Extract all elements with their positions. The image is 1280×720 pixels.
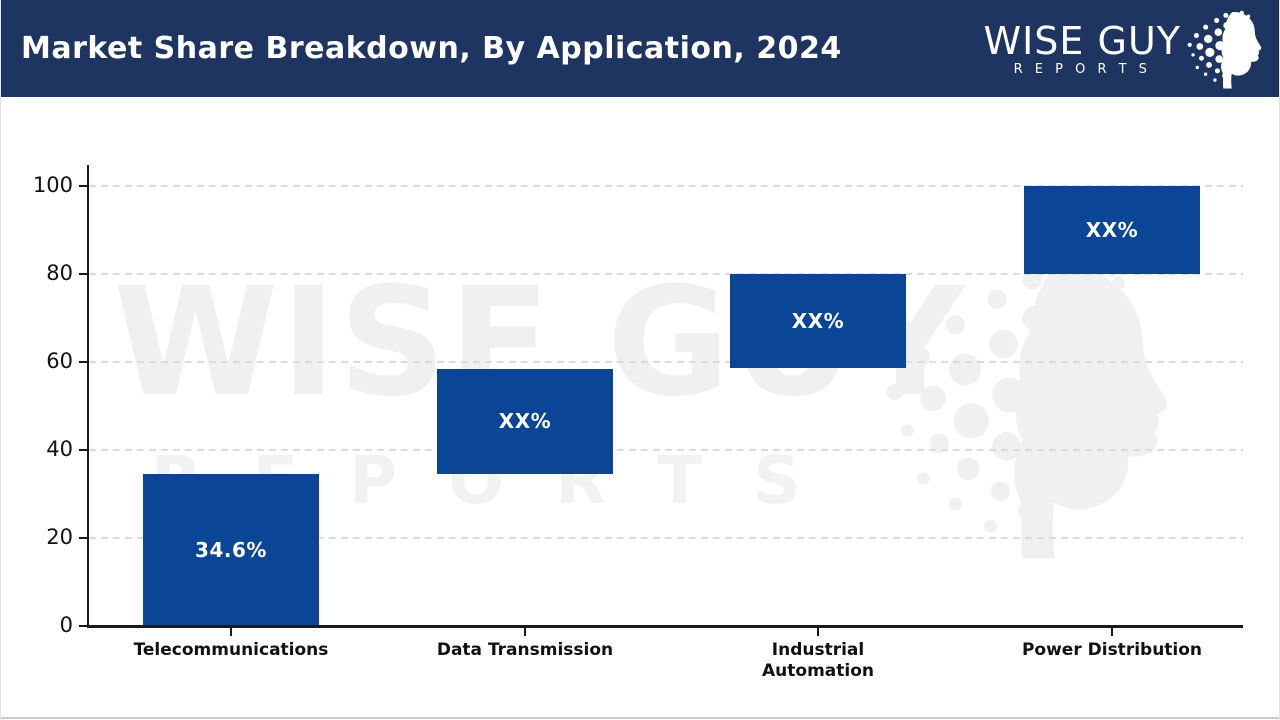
chart-title: Market Share Breakdown, By Application, …: [21, 31, 842, 66]
bar-value-label: 34.6%: [195, 537, 267, 562]
gridline: [89, 361, 1243, 363]
y-tick-mark: [79, 537, 87, 539]
y-tick-label: 40: [46, 437, 73, 461]
logo-reports-label: R E P O R T S: [1013, 62, 1151, 77]
x-axis-category-label: Data Transmission: [436, 640, 614, 660]
bar-segment: XX%: [730, 274, 906, 368]
y-tick-mark: [79, 625, 87, 627]
x-tick-mark: [230, 628, 232, 636]
footer-divider: [1, 717, 1279, 719]
bar-segment: XX%: [437, 368, 613, 474]
gridline: [89, 449, 1243, 451]
gridline: [89, 273, 1243, 275]
gridline: [89, 185, 1243, 187]
wiseguy-reports-logo: WISE GUY R E P O R T S: [984, 6, 1267, 92]
y-tick-mark: [79, 449, 87, 451]
x-axis-line: [87, 625, 1243, 628]
logo-head-icon: [1183, 7, 1267, 91]
y-tick-mark: [79, 273, 87, 275]
y-tick-mark: [79, 185, 87, 187]
y-tick-label: 0: [59, 613, 73, 637]
logo-text: WISE GUY R E P O R T S: [984, 22, 1181, 76]
logo-wiseguy-label: WISE GUY: [983, 19, 1181, 63]
bar-segment: 34.6%: [143, 473, 319, 626]
bar-value-label: XX%: [498, 409, 552, 434]
y-tick-mark: [79, 361, 87, 363]
y-tick-label: 20: [46, 525, 73, 549]
x-axis-category-label: Telecommunications: [133, 640, 329, 660]
bar-value-label: XX%: [791, 309, 845, 334]
watermark-head-icon: [869, 228, 1189, 588]
x-tick-mark: [524, 628, 526, 636]
bar-segment: XX%: [1024, 186, 1200, 274]
y-tick-label: 80: [46, 261, 73, 285]
gridline: [89, 537, 1243, 539]
x-tick-mark: [817, 628, 819, 636]
y-axis-line: [87, 165, 89, 627]
y-tick-label: 60: [46, 349, 73, 373]
x-tick-mark: [1111, 628, 1113, 636]
x-axis-category-label: Power Distribution: [1021, 640, 1203, 660]
y-tick-label: 100: [32, 173, 73, 197]
header-bar: Market Share Breakdown, By Application, …: [1, 0, 1279, 97]
bar-value-label: XX%: [1085, 218, 1139, 242]
x-axis-category-label: Industrial Automation: [762, 640, 874, 682]
